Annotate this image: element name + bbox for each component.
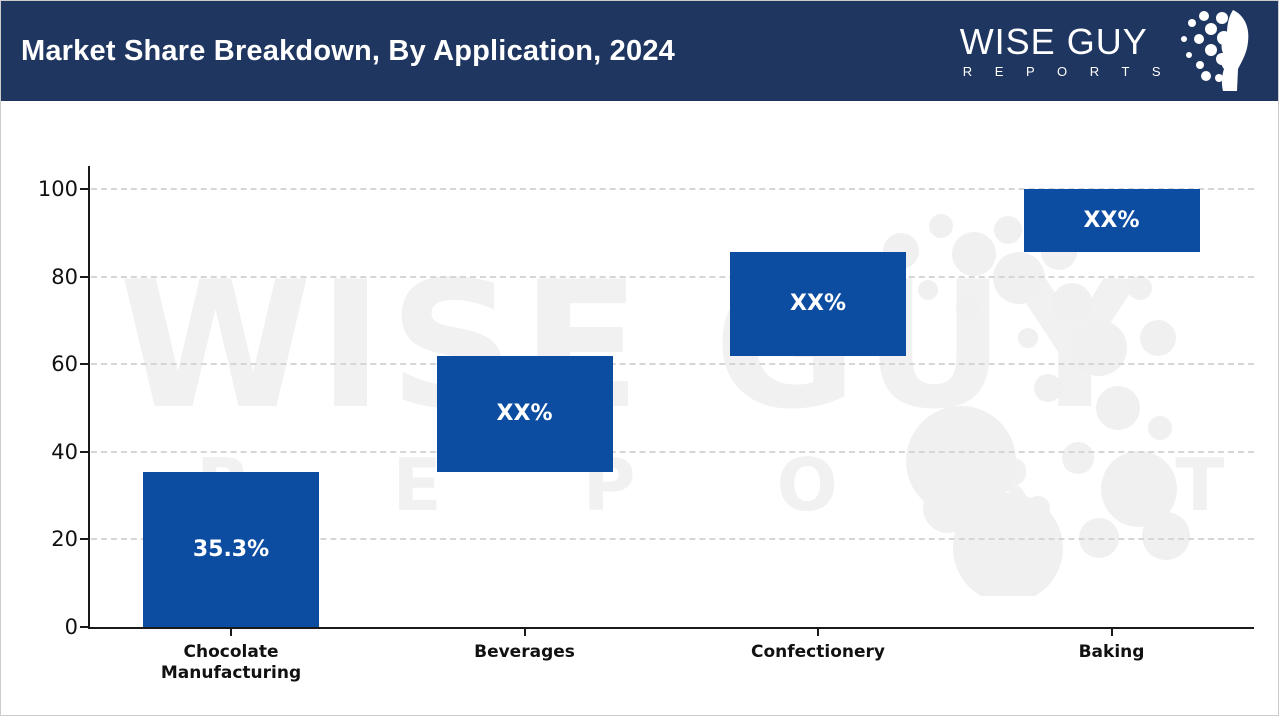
gridline-60 [91, 363, 1254, 366]
watermark-face-pattern [883, 210, 1190, 596]
logo-subtext: R E P O R T S [962, 64, 1170, 79]
bar-value-label-chocolate-manufacturing: 35.3% [192, 537, 270, 563]
y-tick-label-100: 100 [37, 177, 78, 202]
y-tick-label-20: 20 [51, 527, 78, 552]
x-category-label-confectionery: Confectionery [751, 642, 885, 662]
bar-value-label-confectionery: XX% [790, 291, 846, 317]
x-tick-baking [1110, 629, 1113, 636]
logo-text: WISE GUY R E P O R T S [959, 21, 1170, 79]
bar-beverages: XX% [436, 355, 613, 472]
y-tick-100 [80, 188, 88, 191]
bar-value-label-baking: XX% [1083, 208, 1140, 234]
wiseguy-logo: WISE GUY R E P O R T S [960, 9, 1250, 93]
header-banner: Market Share Breakdown, By Application, … [1, 1, 1278, 101]
y-tick-80 [80, 275, 88, 278]
logo-wordmark: WISE GUY [959, 21, 1148, 62]
y-tick-label-60: 60 [51, 352, 78, 377]
y-tick-label-80: 80 [51, 264, 78, 289]
gridline-20 [91, 538, 1254, 541]
y-tick-label-0: 0 [64, 615, 78, 639]
watermark-wordmark: WISE GUY [119, 245, 1145, 448]
gridline-80 [91, 275, 1254, 278]
chart-title: Market Share Breakdown, By Application, … [21, 34, 675, 67]
logo-face-icon [1181, 10, 1249, 91]
y-tick-40 [80, 450, 88, 453]
gridline-40 [91, 450, 1254, 453]
x-tick-chocolate-manufacturing [230, 629, 232, 636]
bar-baking: XX% [1023, 189, 1200, 253]
bar-confectionery: XX% [730, 252, 906, 356]
y-axis-line [88, 166, 90, 629]
watermark-subtext: R E P O R T S [196, 443, 1279, 527]
x-category-label-chocolate-manufacturing: Chocolate Manufacturing [160, 642, 302, 684]
x-category-label-baking: Baking [1078, 642, 1145, 662]
gridline-100 [91, 188, 1254, 191]
x-tick-beverages [523, 629, 526, 636]
y-tick-20 [80, 538, 88, 541]
y-tick-0 [80, 626, 88, 628]
x-axis-line [88, 627, 1254, 629]
bar-chocolate-manufacturing: 35.3% [143, 472, 319, 627]
y-tick-label-40: 40 [51, 439, 78, 464]
x-category-label-beverages: Beverages [474, 642, 575, 662]
y-tick-60 [80, 363, 88, 366]
bar-value-label-beverages: XX% [496, 401, 553, 427]
x-tick-confectionery [817, 629, 819, 636]
